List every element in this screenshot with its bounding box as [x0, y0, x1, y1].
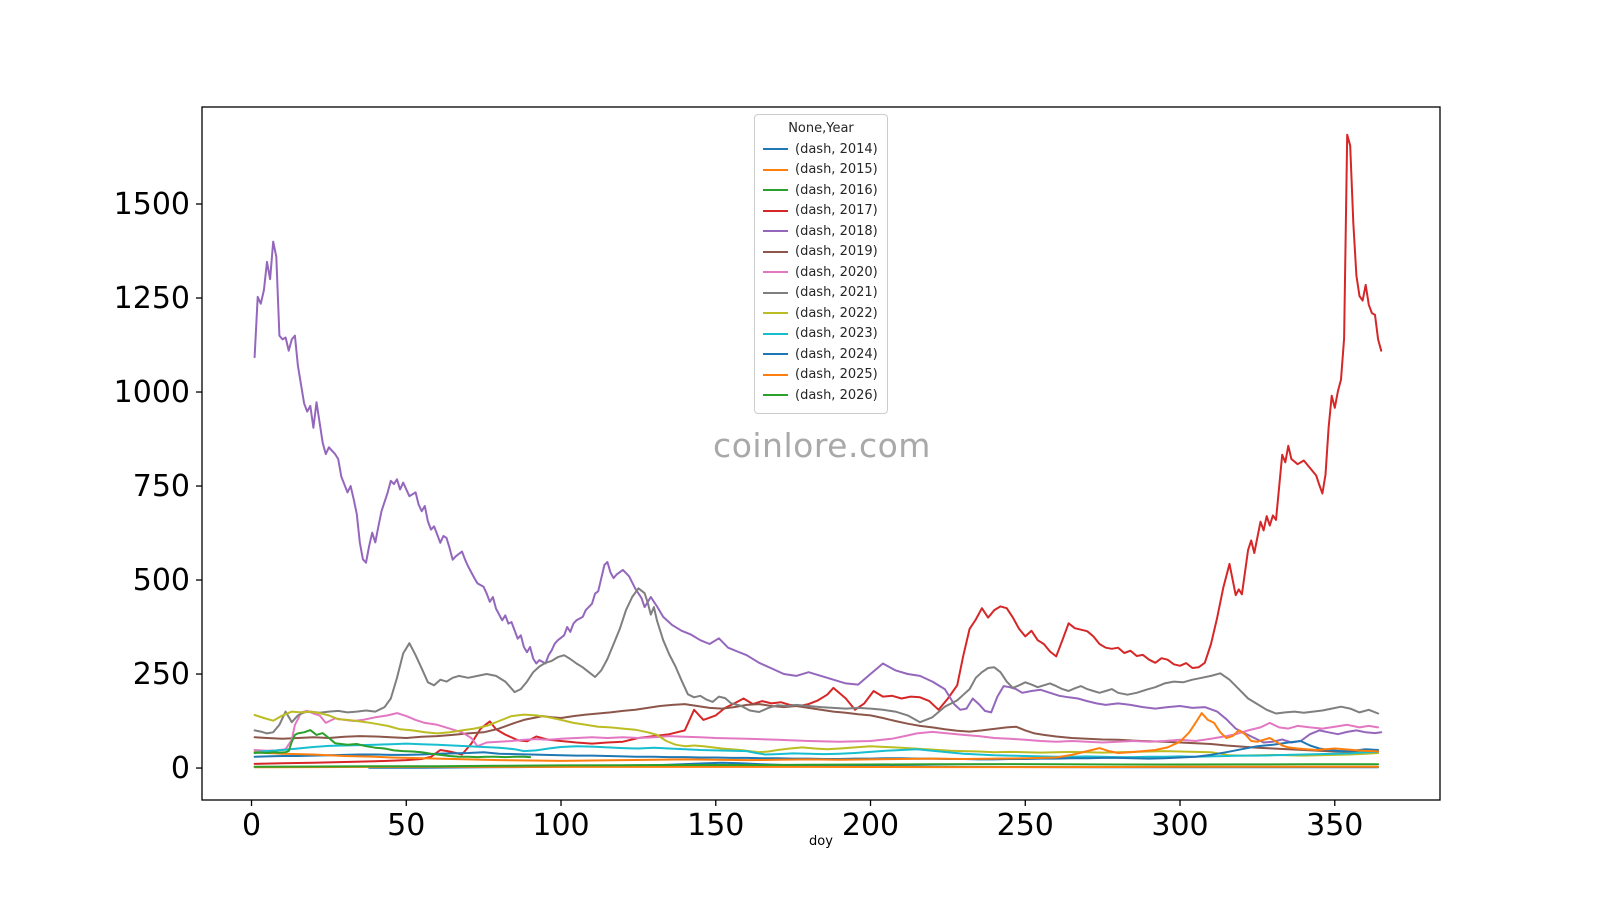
x-tick-label: 100 — [532, 808, 589, 843]
legend-label-2016: (dash, 2016) — [795, 182, 878, 198]
legend-swatch-2024 — [763, 353, 788, 356]
y-axis: 0 250 500 750 1000 1250 1500 — [114, 187, 202, 786]
legend-label-2023: (dash, 2023) — [795, 326, 878, 342]
legend-swatch-2014 — [763, 148, 788, 151]
legend-label-2021: (dash, 2021) — [795, 285, 878, 301]
watermark: coinlore.com — [713, 426, 931, 465]
legend-swatch-2022 — [763, 312, 788, 315]
legend-item-2024: (dash, 2024) — [763, 344, 879, 365]
legend-label-2018: (dash, 2018) — [795, 223, 878, 239]
legend-items: (dash, 2014) (dash, 2015) (dash, 2016) (das… — [763, 139, 879, 406]
y-tick-label: 750 — [133, 469, 190, 504]
legend-swatch-2016 — [763, 189, 788, 192]
y-tick-label: 0 — [171, 751, 190, 786]
legend-title: None,Year — [788, 121, 854, 136]
legend-item-2022: (dash, 2022) — [763, 303, 879, 324]
legend-swatch-2017 — [763, 209, 788, 212]
legend-item-2026: (dash, 2026) — [763, 385, 879, 406]
legend-swatch-2025 — [763, 373, 788, 376]
series-line-2016 — [253, 763, 1380, 768]
legend-item-2017: (dash, 2017) — [763, 201, 879, 222]
y-tick-label: 1000 — [114, 375, 190, 410]
legend-item-2025: (dash, 2025) — [763, 365, 879, 386]
x-tick-label: 250 — [997, 808, 1054, 843]
series-line-2021 — [253, 587, 1380, 735]
legend-swatch-2021 — [763, 291, 788, 294]
x-tick-label: 350 — [1306, 808, 1363, 843]
legend-item-2021: (dash, 2021) — [763, 283, 879, 304]
y-tick-label: 500 — [133, 563, 190, 598]
x-tick-label: 0 — [242, 808, 261, 843]
x-axis-label: doy — [809, 834, 833, 849]
legend-label-2026: (dash, 2026) — [795, 387, 878, 403]
y-tick-label: 250 — [133, 657, 190, 692]
legend-swatch-2023 — [763, 332, 788, 335]
series-line-2017 — [253, 133, 1383, 765]
legend: None,Year (dash, 2014) (dash, 2015) (dash,… — [754, 114, 888, 414]
series-lines — [253, 133, 1383, 769]
legend-item-2023: (dash, 2023) — [763, 324, 879, 345]
x-tick-label: 300 — [1151, 808, 1208, 843]
legend-swatch-2019 — [763, 250, 788, 253]
legend-label-2014: (dash, 2014) — [795, 141, 878, 157]
legend-item-2020: (dash, 2020) — [763, 262, 879, 283]
x-tick-label: 200 — [842, 808, 899, 843]
series-line-2025 — [253, 712, 1380, 762]
legend-item-2019: (dash, 2019) — [763, 242, 879, 263]
series-line-2022 — [253, 710, 1380, 757]
x-axis: 0 50 100 150 200 250 300 350 — [242, 800, 1363, 843]
y-tick-label: 1250 — [114, 281, 190, 316]
x-tick-label: 150 — [687, 808, 744, 843]
legend-label-2015: (dash, 2015) — [795, 162, 878, 178]
legend-label-2022: (dash, 2022) — [795, 305, 878, 321]
legend-label-2025: (dash, 2025) — [795, 367, 878, 383]
legend-item-2014: (dash, 2014) — [763, 139, 879, 160]
plot-frame — [201, 106, 1441, 801]
legend-swatch-2026 — [763, 394, 788, 397]
legend-label-2024: (dash, 2024) — [795, 346, 878, 362]
y-tick-label: 1500 — [114, 187, 190, 222]
legend-label-2017: (dash, 2017) — [795, 203, 878, 219]
legend-item-2018: (dash, 2018) — [763, 221, 879, 242]
legend-swatch-2020 — [763, 271, 788, 274]
x-tick-label: 50 — [387, 808, 425, 843]
legend-label-2020: (dash, 2020) — [795, 264, 878, 280]
legend-label-2019: (dash, 2019) — [795, 244, 878, 260]
series-line-2018 — [253, 240, 1383, 744]
legend-item-2015: (dash, 2015) — [763, 160, 879, 181]
legend-swatch-2018 — [763, 230, 788, 233]
series-line-2026 — [253, 729, 532, 759]
legend-swatch-2015 — [763, 168, 788, 171]
legend-item-2016: (dash, 2016) — [763, 180, 879, 201]
